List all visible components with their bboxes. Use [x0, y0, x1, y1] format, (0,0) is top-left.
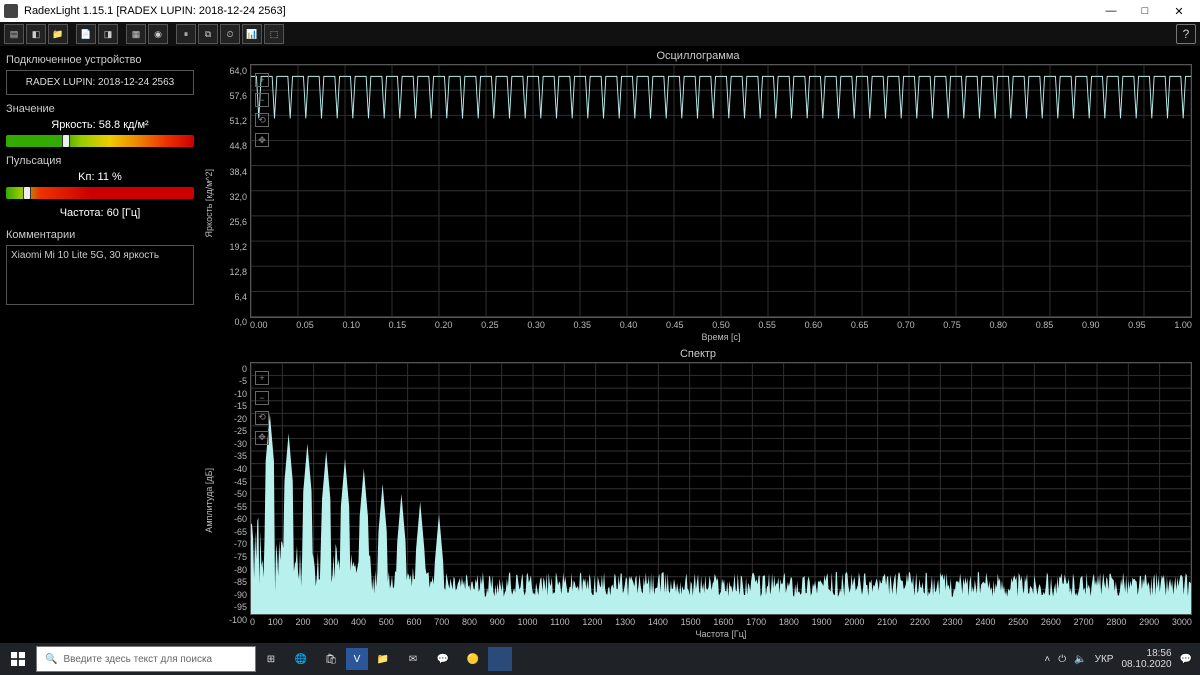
brightness-value: Яркость: 58.8 кд/м² [6, 119, 194, 131]
tray-clock[interactable]: 18:56 08.10.2020 [1121, 648, 1171, 670]
chart-pan-icon[interactable]: ✥ [255, 431, 269, 445]
pulsation-marker [23, 187, 31, 199]
spectrum-panel: Спектр Амплитуда [дБ] 0-5-10-15-20-25-30… [204, 348, 1192, 640]
window-titlebar: RadexLight 1.15.1 [RADEX LUPIN: 2018-12-… [0, 0, 1200, 22]
toolbar-button-9[interactable]: ⧉ [198, 24, 218, 44]
comments-heading: Комментарии [6, 229, 194, 241]
app-body: Подключенное устройство RADEX LUPIN: 201… [0, 46, 1200, 643]
search-icon: 🔍 [45, 654, 57, 665]
taskbar-search[interactable]: 🔍 Введите здесь текст для поиска [36, 646, 256, 672]
window-title: RadexLight 1.15.1 [RADEX LUPIN: 2018-12-… [24, 5, 1094, 17]
tray-time: 18:56 [1121, 648, 1171, 659]
close-button[interactable]: ✕ [1162, 0, 1196, 22]
oscillogram-chart[interactable]: + − ⟲ ✥ [250, 64, 1192, 318]
pulsation-meter [6, 187, 194, 199]
chart-zoom-in-icon[interactable]: + [255, 73, 269, 87]
tray-notifications-icon[interactable]: 💬 [1180, 654, 1192, 665]
brightness-meter [6, 135, 194, 147]
toolbar-button-5[interactable]: ◨ [98, 24, 118, 44]
taskview-icon[interactable]: ⊞ [256, 643, 286, 675]
toolbar-button-7[interactable]: ◉ [148, 24, 168, 44]
radexlight-taskbar-icon[interactable] [488, 647, 512, 671]
chart-reset-icon[interactable]: ⟲ [255, 113, 269, 127]
help-button[interactable]: ? [1176, 24, 1196, 44]
spectrum-title: Спектр [204, 348, 1192, 360]
app-icon-v[interactable]: V [346, 648, 368, 670]
frequency-value: Частота: 60 [Гц] [6, 207, 194, 219]
app-icon [4, 4, 18, 18]
chart-reset-icon[interactable]: ⟲ [255, 411, 269, 425]
spectrum-xlabel: Частота [Гц] [250, 629, 1192, 639]
pulsation-value: Kп: 11 % [6, 171, 194, 183]
device-heading: Подключенное устройство [6, 54, 194, 66]
toolbar-button-4[interactable]: 📄 [76, 24, 96, 44]
toolbar-button-8[interactable]: ⏸ [176, 24, 196, 44]
search-placeholder: Введите здесь текст для поиска [63, 654, 212, 665]
chart-zoom-in-icon[interactable]: + [255, 371, 269, 385]
oscillogram-xlabel: Время [с] [250, 332, 1192, 342]
start-button[interactable] [0, 643, 36, 675]
pulsation-heading: Пульсация [6, 155, 194, 167]
spectrum-ylabel: Амплитуда [дБ] [204, 468, 218, 533]
spectrum-yaxis: 0-5-10-15-20-25-30-35-40-45-50-55-60-65-… [218, 362, 250, 640]
oscillogram-chart-tools: + − ⟲ ✥ [255, 73, 269, 147]
brightness-marker [62, 135, 70, 147]
explorer-icon[interactable]: 📁 [368, 643, 398, 675]
oscillogram-title: Осциллограмма [204, 50, 1192, 62]
tray-wifi-icon[interactable]: ⏻ [1058, 654, 1066, 665]
chart-pan-icon[interactable]: ✥ [255, 133, 269, 147]
oscillogram-yaxis: 64,057,651,244,838,432,025,619,212,86,40… [218, 64, 250, 342]
viber-icon[interactable]: 💬 [428, 643, 458, 675]
toolbar-button-10[interactable]: ⏲ [220, 24, 240, 44]
oscillogram-panel: Осциллограмма Яркость [кд/м^2] 64,057,65… [204, 50, 1192, 342]
toolbar-button-2[interactable]: ◧ [26, 24, 46, 44]
tray-sound-icon[interactable]: 🔈 [1074, 654, 1086, 665]
toolbar-button-1[interactable]: ▤ [4, 24, 24, 44]
toolbar-button-11[interactable]: 📊 [242, 24, 262, 44]
spectrum-chart-tools: + − ⟲ ✥ [255, 371, 269, 445]
maximize-button[interactable]: □ [1128, 0, 1162, 22]
toolbar-button-12[interactable]: ⬚ [264, 24, 284, 44]
store-icon[interactable]: 🛍 [316, 643, 346, 675]
mail-icon[interactable]: ✉ [398, 643, 428, 675]
device-name-box: RADEX LUPIN: 2018-12-24 2563 [6, 70, 194, 95]
tray-date: 08.10.2020 [1121, 659, 1171, 670]
windows-taskbar: 🔍 Введите здесь текст для поиска ⊞ 🌐 🛍 V… [0, 643, 1200, 675]
tray-language[interactable]: УКР [1095, 654, 1114, 665]
tray-chevron-icon[interactable]: ˄ [1044, 654, 1050, 665]
oscillogram-ylabel: Яркость [кд/м^2] [204, 169, 218, 237]
system-tray: ˄ ⏻ 🔈 УКР 18:56 08.10.2020 💬 [1044, 648, 1200, 670]
toolbar-button-6[interactable]: ▦ [126, 24, 146, 44]
value-heading: Значение [6, 103, 194, 115]
charts-area: Осциллограмма Яркость [кд/м^2] 64,057,65… [200, 46, 1200, 643]
app-toolbar: ▤ ◧ 📁 📄 ◨ ▦ ◉ ⏸ ⧉ ⏲ 📊 ⬚ ? [0, 22, 1200, 46]
spectrum-chart[interactable]: + − ⟲ ✥ [250, 362, 1192, 616]
minimize-button[interactable]: — [1094, 0, 1128, 22]
toolbar-button-open[interactable]: 📁 [48, 24, 68, 44]
chart-zoom-out-icon[interactable]: − [255, 93, 269, 107]
edge-icon[interactable]: 🌐 [286, 643, 316, 675]
chart-zoom-out-icon[interactable]: − [255, 391, 269, 405]
comments-box[interactable]: Xiaomi Mi 10 Lite 5G, 30 яркость [6, 245, 194, 305]
sidebar: Подключенное устройство RADEX LUPIN: 201… [0, 46, 200, 643]
chrome-icon[interactable]: 🟡 [458, 643, 488, 675]
